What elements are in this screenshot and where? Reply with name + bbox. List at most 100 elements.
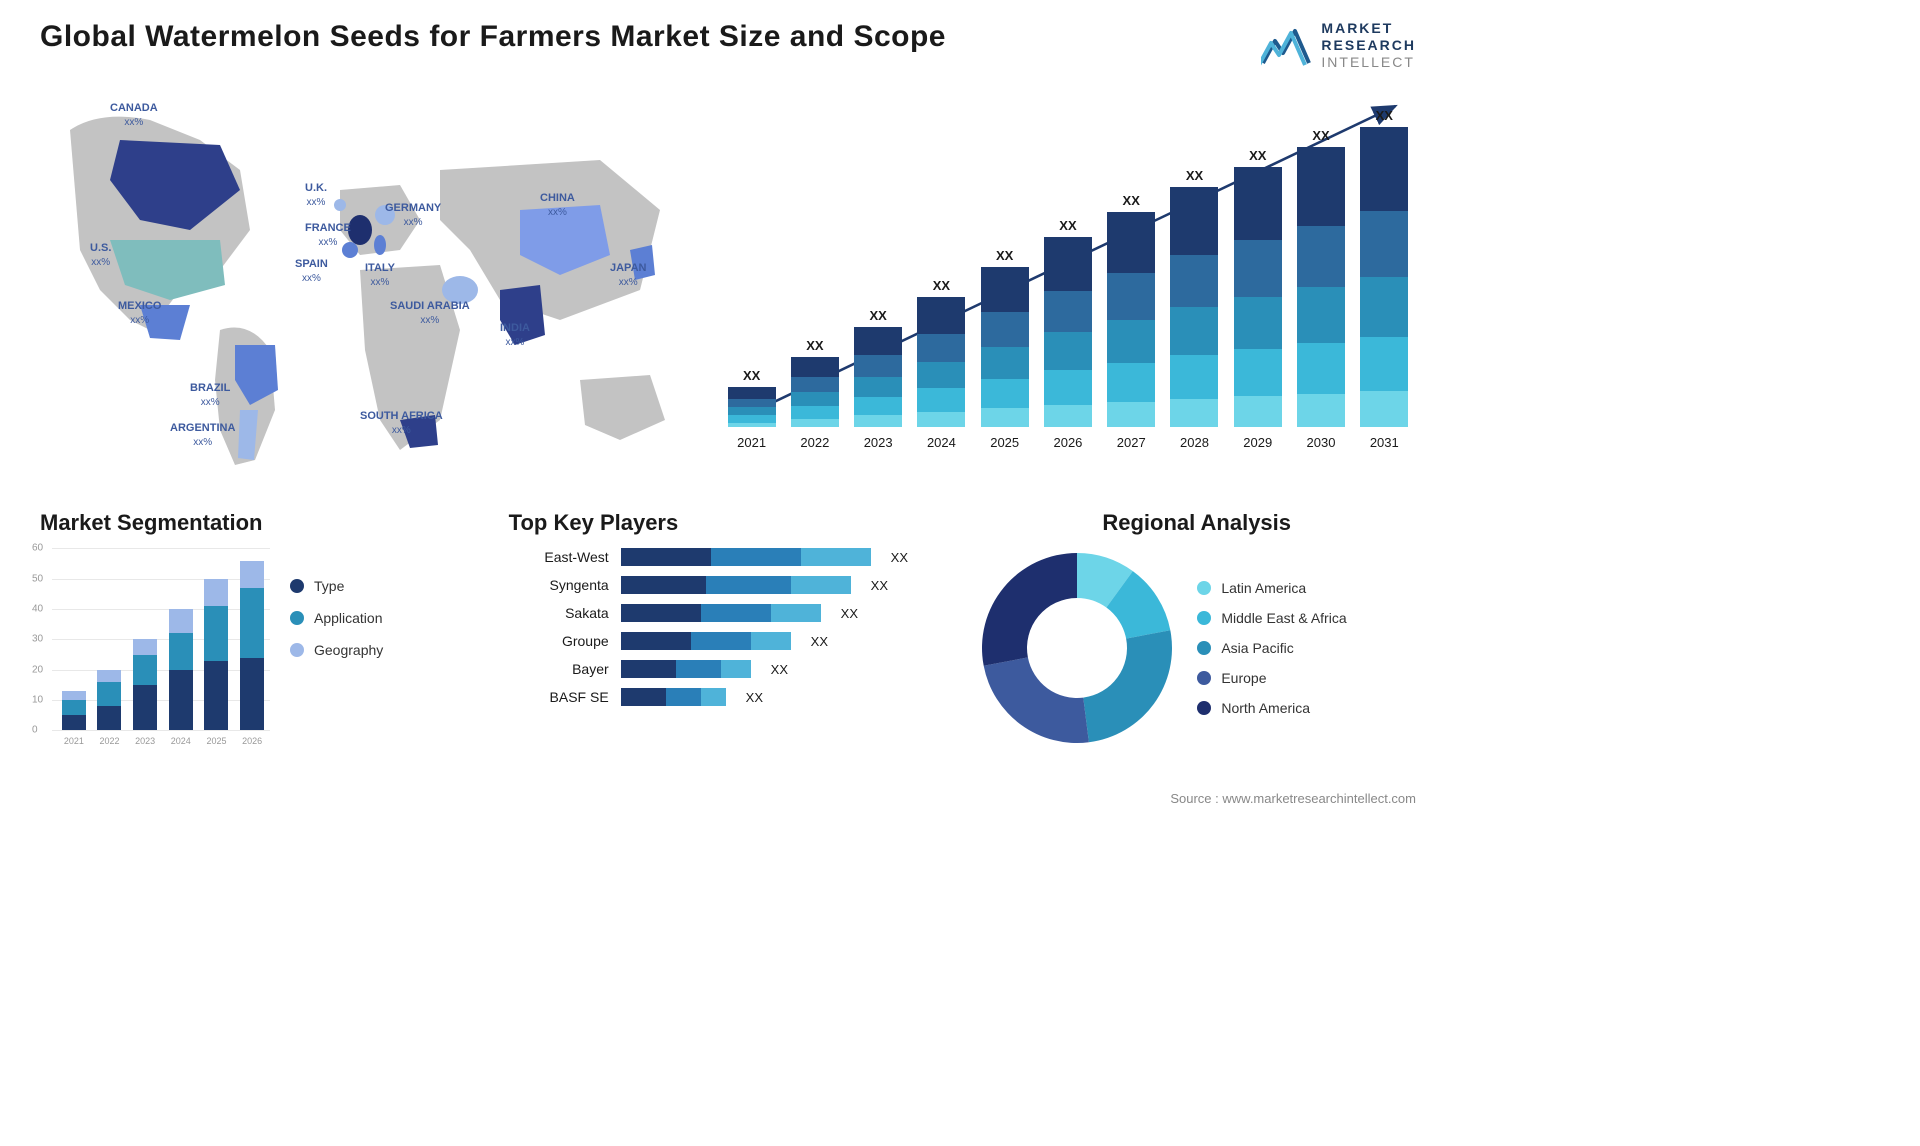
seg-bar-stack <box>97 670 121 731</box>
legend-label: Middle East & Africa <box>1221 610 1346 626</box>
player-bar-segment <box>771 604 821 622</box>
legend-dot <box>1197 671 1211 685</box>
seg-bar-group: 2025 <box>202 579 230 731</box>
bar-segment <box>728 399 776 408</box>
bar-year-label: 2025 <box>990 435 1019 450</box>
legend-item: Application <box>290 610 479 626</box>
seg-bar-segment <box>240 658 264 731</box>
y-axis-label: 40 <box>32 604 43 615</box>
page-title: Global Watermelon Seeds for Farmers Mark… <box>40 20 946 54</box>
legend-label: North America <box>1221 700 1310 716</box>
bar-segment <box>1107 320 1155 363</box>
legend-item: Middle East & Africa <box>1197 610 1346 626</box>
player-row: Sakata XX <box>519 604 948 622</box>
bar-value-label: XX <box>1249 148 1266 163</box>
bar-value-label: XX <box>1059 218 1076 233</box>
main-bar-chart: XX2021XX2022XX2023XX2024XX2025XX2026XX20… <box>720 90 1416 470</box>
header: Global Watermelon Seeds for Farmers Mark… <box>0 0 1456 80</box>
player-bar-segment <box>701 604 771 622</box>
seg-bar-stack <box>133 639 157 730</box>
legend-item: Type <box>290 578 479 594</box>
segmentation-chart: 0102030405060202120222023202420252026 Ty… <box>40 548 479 748</box>
bar-segment <box>1107 402 1155 428</box>
bar-value-label: XX <box>996 248 1013 263</box>
legend-dot <box>1197 611 1211 625</box>
players-panel: Top Key Players East-WestXXSyngentaXXSak… <box>509 510 948 748</box>
bar-year-label: 2030 <box>1307 435 1336 450</box>
bar-stack <box>1044 237 1092 427</box>
bottom-section: Market Segmentation 01020304050602021202… <box>0 500 1456 758</box>
donut-segment <box>984 658 1089 744</box>
seg-year-label: 2022 <box>99 736 119 746</box>
bar-stack <box>728 387 776 427</box>
bar-segment <box>1360 391 1408 427</box>
bar-stack <box>1234 167 1282 427</box>
bar-year-label: 2021 <box>737 435 766 450</box>
y-axis-label: 60 <box>32 543 43 554</box>
player-value: XX <box>746 690 763 705</box>
player-value: XX <box>771 662 788 677</box>
seg-bar-segment <box>97 682 121 706</box>
regional-title: Regional Analysis <box>977 510 1416 536</box>
legend-dot <box>290 579 304 593</box>
bar-group: XX2023 <box>853 308 903 450</box>
bar-segment <box>1360 337 1408 391</box>
bar-segment <box>1044 332 1092 370</box>
bar-year-label: 2029 <box>1243 435 1272 450</box>
bar-segment <box>1360 127 1408 211</box>
legend-dot <box>1197 581 1211 595</box>
bar-segment <box>1170 187 1218 254</box>
seg-bar-segment <box>133 685 157 731</box>
map-label: SOUTH AFRICAxx% <box>360 410 443 436</box>
player-value: XX <box>841 606 858 621</box>
bar-segment <box>1234 396 1282 427</box>
bar-segment <box>917 362 965 388</box>
bar-segment <box>1297 287 1345 343</box>
bar-segment <box>1234 167 1282 240</box>
map-label: U.S.xx% <box>90 242 111 268</box>
seg-year-label: 2021 <box>64 736 84 746</box>
bar-group: XX2030 <box>1296 128 1346 450</box>
map-label: U.K.xx% <box>305 182 327 208</box>
bar-segment <box>791 419 839 427</box>
seg-bar-segment <box>169 609 193 633</box>
legend-item: Latin America <box>1197 580 1346 596</box>
seg-bar-group: 2021 <box>60 691 88 730</box>
legend-label: Latin America <box>1221 580 1306 596</box>
seg-bar-stack <box>240 561 264 731</box>
bar-segment <box>1297 343 1345 393</box>
legend-label: Geography <box>314 642 383 658</box>
bar-value-label: XX <box>806 338 823 353</box>
bar-segment <box>1360 211 1408 277</box>
legend-dot <box>1197 641 1211 655</box>
bar-group: XX2028 <box>1169 168 1219 450</box>
bar-year-label: 2024 <box>927 435 956 450</box>
bar-segment <box>917 412 965 428</box>
bar-segment <box>791 377 839 392</box>
bar-segment <box>728 415 776 422</box>
bar-segment <box>1234 297 1282 349</box>
bar-segment <box>1170 399 1218 428</box>
bar-segment <box>1297 147 1345 225</box>
seg-bar-segment <box>169 633 193 669</box>
map-label: SAUDI ARABIAxx% <box>390 300 470 326</box>
player-bar-segment <box>621 548 711 566</box>
seg-bar-segment <box>240 588 264 658</box>
bar-segment <box>854 415 902 427</box>
bar-stack <box>981 267 1029 427</box>
players-chart: East-WestXXSyngentaXXSakataXXGroupeXXBay… <box>509 548 948 706</box>
bar-segment <box>1297 226 1345 288</box>
player-bar-segment <box>791 576 851 594</box>
player-name: Sakata <box>519 605 609 621</box>
regional-panel: Regional Analysis Latin America Middle Ea… <box>977 510 1416 748</box>
segmentation-legend: Type Application Geography <box>290 548 479 748</box>
player-bar <box>621 632 791 650</box>
logo-text: MARKET RESEARCH INTELLECT <box>1321 20 1416 70</box>
map-label: GERMANYxx% <box>385 202 441 228</box>
bar-segment <box>1170 355 1218 398</box>
legend-label: Asia Pacific <box>1221 640 1293 656</box>
bar-segment <box>1360 277 1408 337</box>
bar-segment <box>1107 273 1155 320</box>
map-label: JAPANxx% <box>610 262 646 288</box>
bar-segment <box>981 267 1029 312</box>
